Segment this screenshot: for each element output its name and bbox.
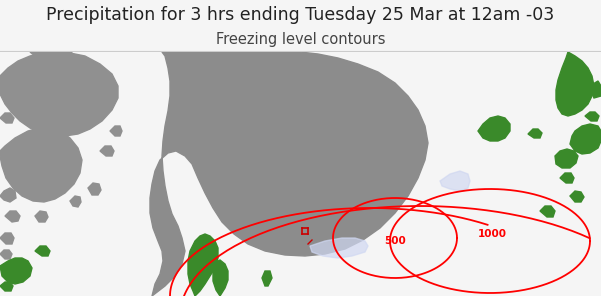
Polygon shape xyxy=(540,206,555,217)
Polygon shape xyxy=(110,126,122,136)
Polygon shape xyxy=(0,282,13,291)
Polygon shape xyxy=(35,211,48,222)
Polygon shape xyxy=(591,81,601,98)
Polygon shape xyxy=(570,191,584,202)
Polygon shape xyxy=(0,258,32,284)
Polygon shape xyxy=(100,146,114,156)
Polygon shape xyxy=(5,211,20,222)
Polygon shape xyxy=(25,86,38,98)
Text: Freezing level contours: Freezing level contours xyxy=(216,32,385,47)
Polygon shape xyxy=(0,250,12,259)
Polygon shape xyxy=(213,260,228,296)
Polygon shape xyxy=(555,149,578,168)
Polygon shape xyxy=(45,91,60,101)
Polygon shape xyxy=(585,112,599,121)
Polygon shape xyxy=(0,188,16,202)
Polygon shape xyxy=(75,113,88,124)
Polygon shape xyxy=(560,173,574,183)
Polygon shape xyxy=(528,129,542,138)
Text: 1000: 1000 xyxy=(478,229,507,239)
Polygon shape xyxy=(188,234,218,296)
Polygon shape xyxy=(440,171,470,191)
Polygon shape xyxy=(35,246,50,256)
Polygon shape xyxy=(55,166,68,177)
Polygon shape xyxy=(0,233,14,244)
Polygon shape xyxy=(150,52,428,296)
Polygon shape xyxy=(88,183,101,195)
Polygon shape xyxy=(70,196,81,207)
Polygon shape xyxy=(310,238,368,258)
Polygon shape xyxy=(0,52,118,136)
Polygon shape xyxy=(556,52,594,116)
Text: Precipitation for 3 hrs ending Tuesday 25 Mar at 12am -03: Precipitation for 3 hrs ending Tuesday 2… xyxy=(46,6,555,24)
Polygon shape xyxy=(570,124,601,154)
Polygon shape xyxy=(262,271,272,286)
Polygon shape xyxy=(30,52,72,64)
Polygon shape xyxy=(18,156,32,166)
Polygon shape xyxy=(478,116,510,141)
Polygon shape xyxy=(0,128,82,202)
Polygon shape xyxy=(0,113,14,123)
Text: 500: 500 xyxy=(384,236,406,246)
